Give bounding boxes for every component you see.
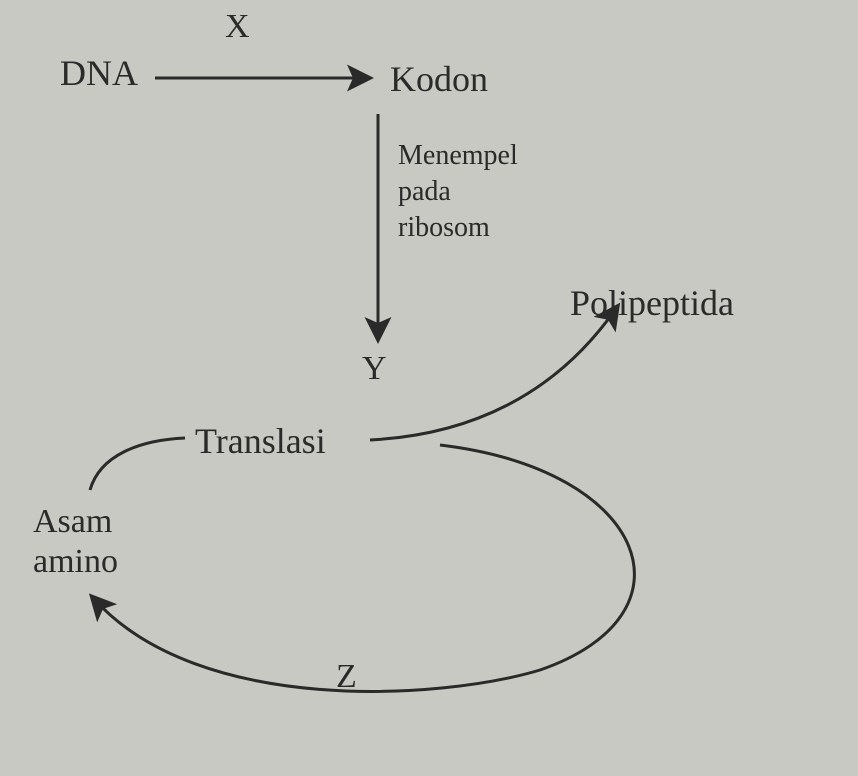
node-dna: DNA [60, 52, 138, 94]
node-asam-amino: Asam amino [33, 502, 118, 582]
node-polipeptida: Polipeptida [570, 282, 734, 324]
diagram-arrows [0, 0, 858, 776]
node-kodon: Kodon [390, 58, 488, 100]
loop-z [95, 445, 634, 691]
node-menempel: Menempel pada ribosom [398, 138, 518, 246]
node-y: Y [362, 350, 387, 388]
node-z: Z [328, 658, 365, 696]
node-x: X [225, 8, 250, 46]
arrow-translasi-polipeptida [370, 310, 615, 440]
node-translasi: Translasi [195, 420, 326, 462]
arrow-asam-translasi [90, 438, 185, 490]
